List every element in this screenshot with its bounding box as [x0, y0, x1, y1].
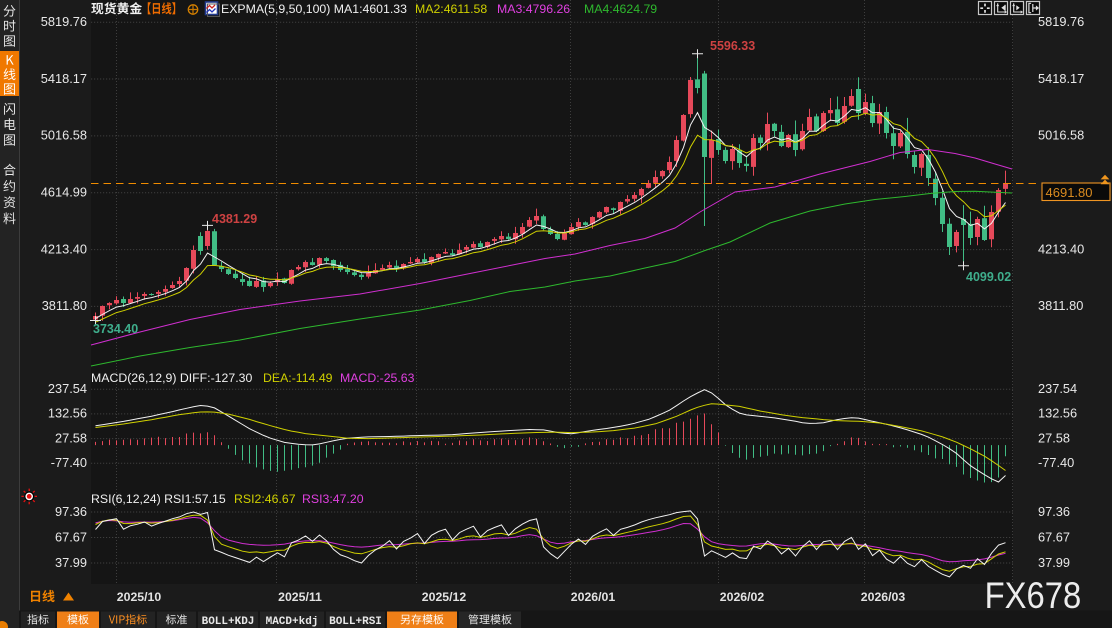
- svg-text:4213.40: 4213.40: [1038, 241, 1084, 256]
- svg-text:EXPMA(5,9,50,100) MA1:4601.33: EXPMA(5,9,50,100) MA1:4601.33: [221, 2, 407, 16]
- svg-text:MACD+kdj: MACD+kdj: [266, 616, 319, 628]
- svg-text:2025/11: 2025/11: [278, 590, 322, 604]
- svg-text:2025/10: 2025/10: [117, 590, 162, 604]
- svg-text:67.67: 67.67: [55, 529, 87, 544]
- svg-text:5819.76: 5819.76: [1038, 14, 1084, 29]
- svg-text:MACD(26,12,9) DIFF:-127.30: MACD(26,12,9) DIFF:-127.30: [91, 371, 252, 385]
- svg-text:DEA:-114.49: DEA:-114.49: [263, 371, 333, 385]
- svg-text:4691.80: 4691.80: [1046, 185, 1093, 200]
- svg-text:2026/01: 2026/01: [571, 590, 616, 604]
- svg-text:BOLL+KDJ: BOLL+KDJ: [202, 616, 255, 628]
- svg-text:97.36: 97.36: [55, 504, 87, 519]
- svg-text:27.58: 27.58: [55, 430, 87, 445]
- svg-text:2025/12: 2025/12: [422, 590, 467, 604]
- svg-text:5596.33: 5596.33: [710, 39, 755, 53]
- svg-text:-77.40: -77.40: [1038, 455, 1074, 470]
- svg-text:4381.29: 4381.29: [212, 212, 257, 226]
- svg-text:2026/03: 2026/03: [861, 590, 906, 604]
- svg-text:237.54: 237.54: [48, 381, 87, 396]
- svg-text:FX678: FX678: [985, 574, 1082, 616]
- svg-text:4614.99: 4614.99: [41, 185, 87, 200]
- svg-text:RSI3:47.20: RSI3:47.20: [302, 492, 364, 506]
- svg-text:5016.58: 5016.58: [41, 128, 87, 143]
- svg-text:RSI(6,12,24) RSI1:57.15: RSI(6,12,24) RSI1:57.15: [91, 492, 226, 506]
- svg-text:132.56: 132.56: [48, 406, 87, 421]
- svg-text:MACD:-25.63: MACD:-25.63: [340, 371, 415, 385]
- svg-text:-77.40: -77.40: [51, 455, 87, 470]
- svg-text:67.67: 67.67: [1038, 529, 1070, 544]
- svg-text:MA3:4796.26: MA3:4796.26: [497, 2, 570, 16]
- svg-text:132.56: 132.56: [1038, 406, 1077, 421]
- svg-text:4213.40: 4213.40: [41, 241, 87, 256]
- svg-text:5016.58: 5016.58: [1038, 128, 1084, 143]
- svg-text:MA4:4624.79: MA4:4624.79: [584, 2, 657, 16]
- svg-text:3811.80: 3811.80: [1038, 298, 1083, 313]
- svg-text:3734.40: 3734.40: [93, 322, 138, 336]
- svg-text:2026/02: 2026/02: [720, 590, 765, 604]
- svg-text:3811.80: 3811.80: [42, 298, 87, 313]
- svg-text:5418.17: 5418.17: [41, 71, 87, 86]
- svg-text:37.99: 37.99: [1038, 555, 1070, 570]
- svg-text:MA2:4611.58: MA2:4611.58: [415, 2, 487, 16]
- svg-text:97.36: 97.36: [1038, 504, 1070, 519]
- svg-text:237.54: 237.54: [1038, 381, 1077, 396]
- svg-text:27.58: 27.58: [1038, 430, 1070, 445]
- svg-text:37.99: 37.99: [55, 555, 87, 570]
- svg-text:BOLL+RSI: BOLL+RSI: [329, 616, 382, 628]
- svg-text:5418.17: 5418.17: [1038, 71, 1084, 86]
- svg-text:4099.02: 4099.02: [966, 270, 1011, 284]
- svg-text:RSI2:46.67: RSI2:46.67: [234, 492, 296, 506]
- svg-text:5819.76: 5819.76: [41, 14, 87, 29]
